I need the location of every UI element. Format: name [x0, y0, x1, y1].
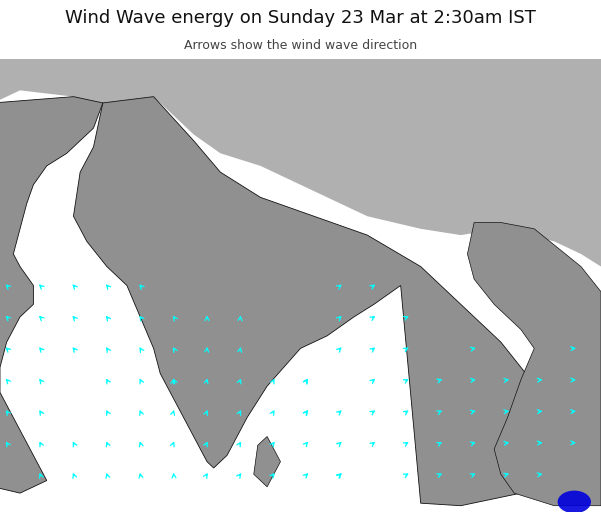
Ellipse shape — [558, 490, 591, 512]
Polygon shape — [468, 223, 601, 506]
Polygon shape — [0, 59, 601, 267]
Polygon shape — [254, 436, 281, 487]
Text: Wind Wave energy on Sunday 23 Mar at 2:30am IST: Wind Wave energy on Sunday 23 Mar at 2:3… — [65, 9, 536, 27]
Polygon shape — [73, 97, 588, 506]
Text: Arrows show the wind wave direction: Arrows show the wind wave direction — [184, 39, 417, 52]
Polygon shape — [0, 97, 103, 493]
